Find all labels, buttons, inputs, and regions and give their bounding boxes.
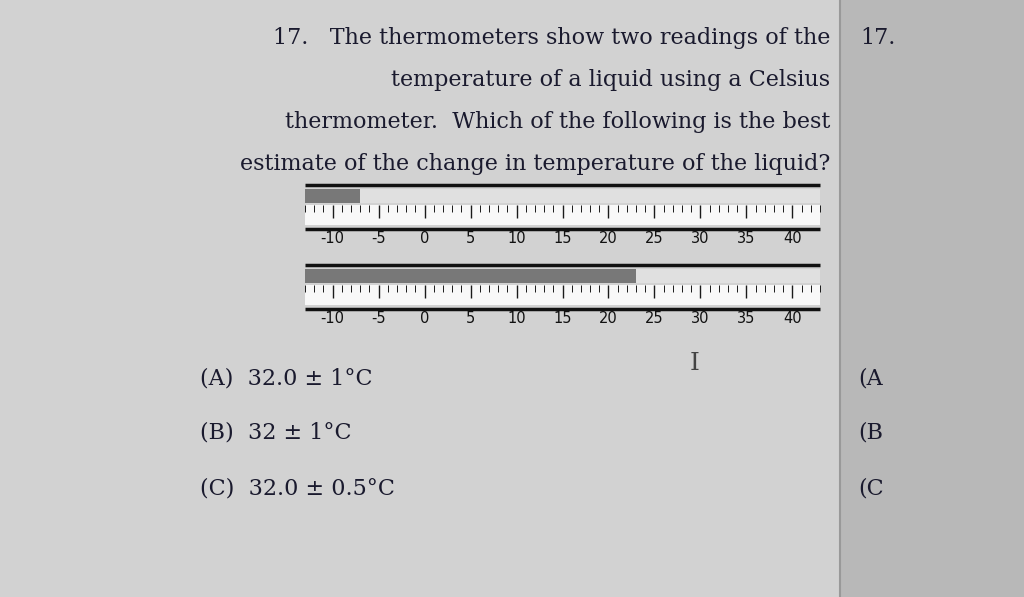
Text: (C)  32.0 ± 0.5°C: (C) 32.0 ± 0.5°C — [200, 477, 395, 499]
Text: 10: 10 — [507, 231, 526, 246]
Bar — [305, 189, 820, 203]
Text: (A: (A — [858, 367, 883, 389]
Text: 15: 15 — [553, 311, 571, 326]
Bar — [305, 285, 820, 305]
Text: temperature of a liquid using a Celsius: temperature of a liquid using a Celsius — [334, 69, 830, 91]
Text: 17.   The thermometers show two readings of the: 17. The thermometers show two readings o… — [272, 27, 830, 49]
Text: 20: 20 — [599, 231, 617, 246]
Text: 30: 30 — [691, 231, 710, 246]
Text: 5: 5 — [466, 231, 475, 246]
Text: 25: 25 — [645, 311, 664, 326]
Text: -10: -10 — [321, 311, 345, 326]
Text: thermometer.  Which of the following is the best: thermometer. Which of the following is t… — [227, 111, 830, 133]
Text: 35: 35 — [737, 231, 756, 246]
Text: 30: 30 — [691, 311, 710, 326]
Text: 0: 0 — [420, 311, 429, 326]
Text: 15: 15 — [553, 231, 571, 246]
Bar — [305, 189, 360, 203]
Bar — [305, 269, 820, 283]
Text: I: I — [690, 352, 700, 375]
Text: 10: 10 — [507, 311, 526, 326]
Bar — [0, 0, 840, 597]
Text: 25: 25 — [645, 231, 664, 246]
Text: 40: 40 — [783, 311, 802, 326]
Text: -5: -5 — [372, 231, 386, 246]
Bar — [305, 269, 636, 283]
Text: 20: 20 — [599, 311, 617, 326]
Text: 0: 0 — [420, 231, 429, 246]
Text: 5: 5 — [466, 311, 475, 326]
Text: (C: (C — [858, 477, 884, 499]
Text: (A)  32.0 ± 1°C: (A) 32.0 ± 1°C — [200, 367, 373, 389]
Bar — [305, 205, 820, 225]
Text: -5: -5 — [372, 311, 386, 326]
Text: 35: 35 — [737, 311, 756, 326]
Text: estimate of the change in temperature of the liquid?: estimate of the change in temperature of… — [182, 153, 830, 175]
Text: 17.: 17. — [860, 27, 895, 49]
Text: (B: (B — [858, 422, 883, 444]
Bar — [840, 0, 1024, 597]
Text: 40: 40 — [783, 231, 802, 246]
Text: -10: -10 — [321, 231, 345, 246]
Text: (B)  32 ± 1°C: (B) 32 ± 1°C — [200, 422, 351, 444]
